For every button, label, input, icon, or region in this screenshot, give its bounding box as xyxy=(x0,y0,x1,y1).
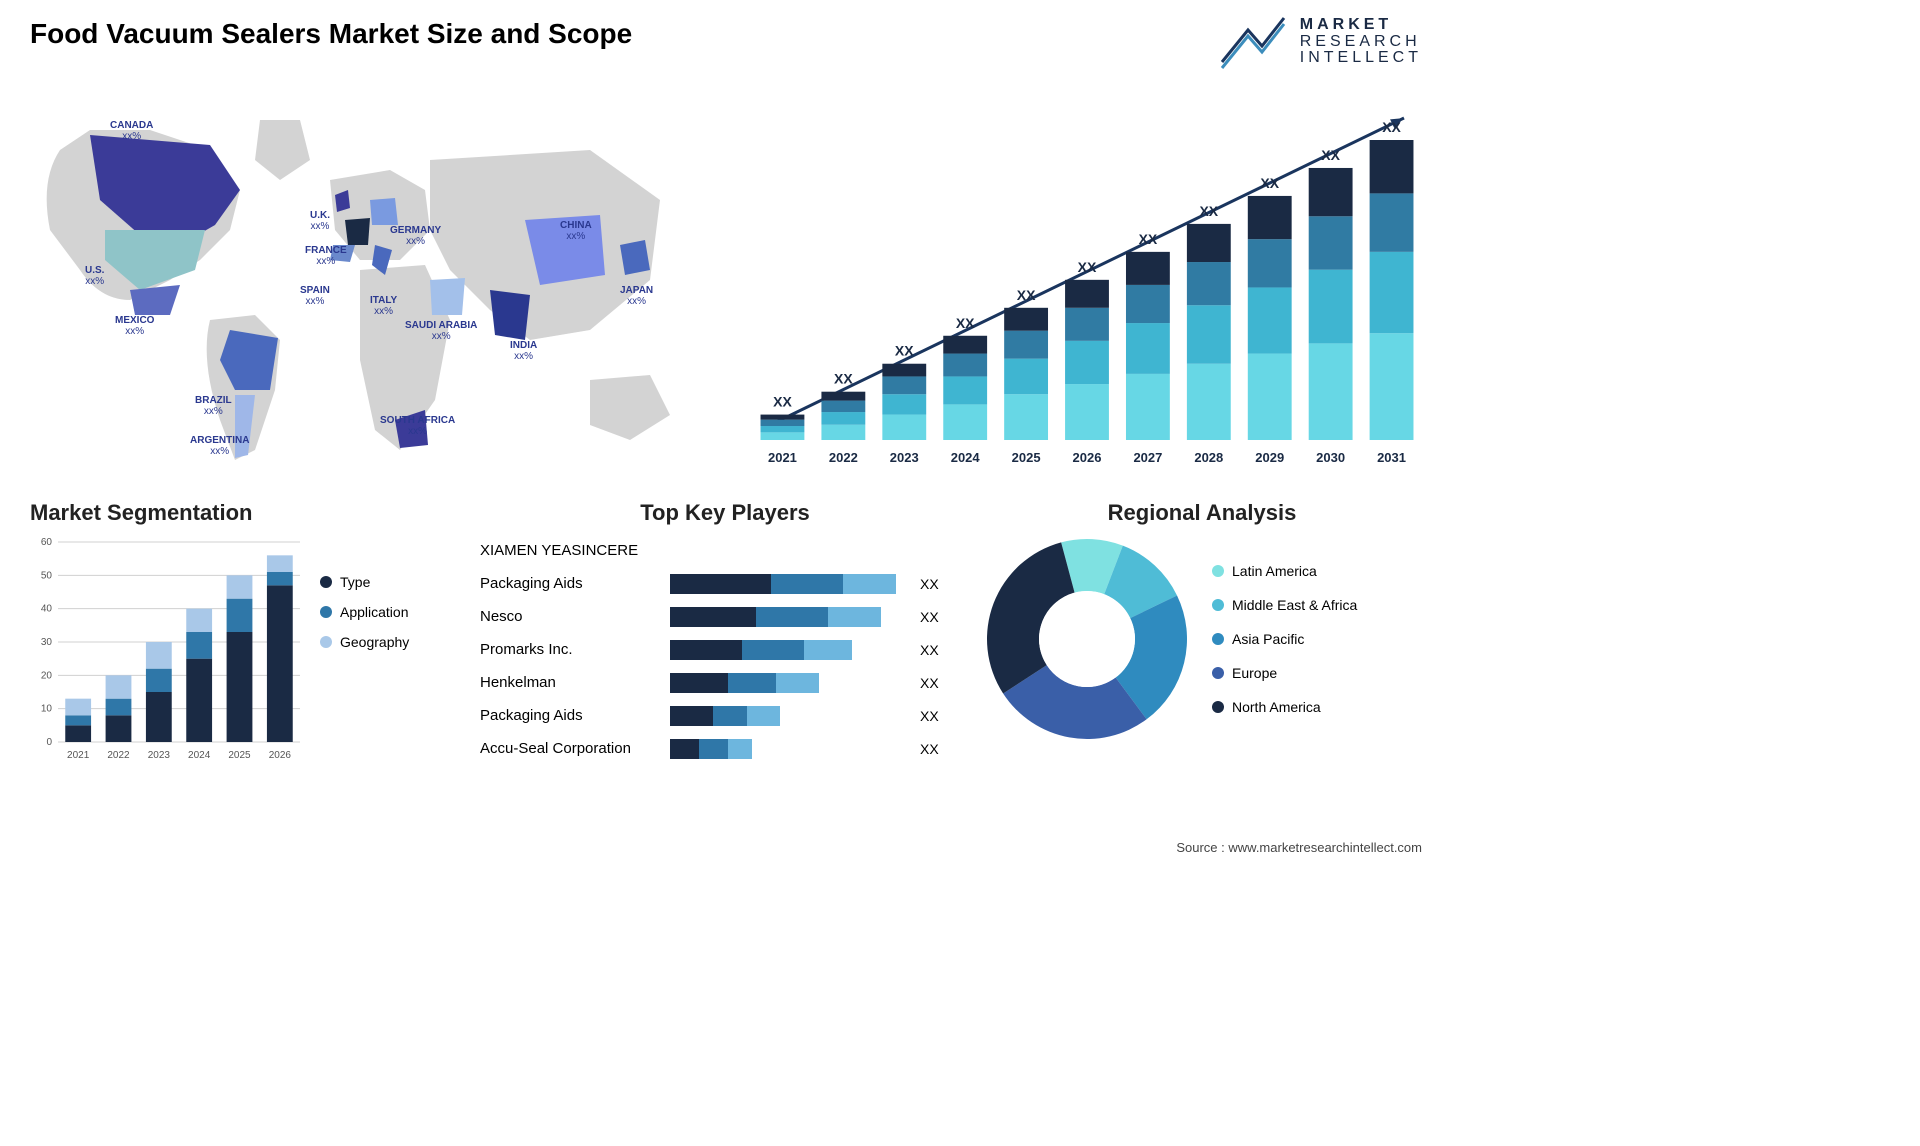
svg-text:XX: XX xyxy=(1139,231,1158,247)
player-row-3: HenkelmanXX xyxy=(480,666,970,699)
logo-line-3: INTELLECT xyxy=(1300,50,1422,67)
player-row-4: Packaging AidsXX xyxy=(480,699,970,732)
region-legend-latin-america: Latin America xyxy=(1212,563,1357,579)
svg-text:2025: 2025 xyxy=(1012,450,1041,465)
map-label-canada: CANADAxx% xyxy=(110,120,153,142)
region-legend-north-america: North America xyxy=(1212,699,1357,715)
svg-text:XX: XX xyxy=(1078,259,1097,275)
map-label-china: CHINAxx% xyxy=(560,220,592,242)
map-label-u-s-: U.S.xx% xyxy=(85,265,104,287)
svg-text:2029: 2029 xyxy=(1255,450,1284,465)
svg-text:60: 60 xyxy=(41,537,53,548)
page-title: Food Vacuum Sealers Market Size and Scop… xyxy=(30,18,632,50)
svg-text:50: 50 xyxy=(41,570,53,581)
segmentation-block: Market Segmentation 0 10 20 30 40 50 60 2021 202… xyxy=(30,500,450,794)
player-row-2: Promarks Inc.XX xyxy=(480,633,970,666)
svg-text:2022: 2022 xyxy=(107,750,130,761)
player-row-0: Packaging AidsXX xyxy=(480,567,970,600)
svg-text:XX: XX xyxy=(956,315,975,331)
source-attribution: Source : www.marketresearchintellect.com xyxy=(1176,840,1422,855)
svg-text:XX: XX xyxy=(1321,147,1340,163)
svg-text:2031: 2031 xyxy=(1377,450,1406,465)
region-legend-asia-pacific: Asia Pacific xyxy=(1212,631,1357,647)
map-label-germany: GERMANYxx% xyxy=(390,225,441,247)
seg-legend-application: Application xyxy=(320,604,409,620)
map-label-italy: ITALYxx% xyxy=(370,295,397,317)
svg-text:30: 30 xyxy=(41,637,53,648)
svg-text:2028: 2028 xyxy=(1194,450,1223,465)
regional-title: Regional Analysis xyxy=(982,500,1422,526)
map-label-japan: JAPANxx% xyxy=(620,285,653,307)
svg-text:XX: XX xyxy=(773,394,792,410)
map-label-south-africa: SOUTH AFRICAxx% xyxy=(380,415,455,437)
map-label-india: INDIAxx% xyxy=(510,340,537,362)
brand-logo: MARKET RESEARCH INTELLECT xyxy=(1218,12,1422,72)
region-legend-middle-east-africa: Middle East & Africa xyxy=(1212,597,1357,613)
svg-text:XX: XX xyxy=(1017,287,1036,303)
segmentation-legend: Type Application Geography xyxy=(320,574,409,650)
map-label-argentina: ARGENTINAxx% xyxy=(190,435,249,457)
regional-legend: Latin America Middle East & Africa Asia Pa… xyxy=(1212,563,1357,715)
player-row-1: NescoXX xyxy=(480,600,970,633)
seg-legend-geography: Geography xyxy=(320,634,409,650)
svg-text:2021: 2021 xyxy=(768,450,797,465)
map-label-france: FRANCExx% xyxy=(305,245,347,267)
svg-text:XX: XX xyxy=(834,371,853,387)
player-row-5: Accu-Seal CorporationXX xyxy=(480,732,970,765)
map-label-mexico: MEXICOxx% xyxy=(115,315,154,337)
svg-text:2026: 2026 xyxy=(269,750,292,761)
svg-text:2023: 2023 xyxy=(890,450,919,465)
svg-text:40: 40 xyxy=(41,604,53,615)
svg-text:2022: 2022 xyxy=(829,450,858,465)
logo-text: MARKET RESEARCH INTELLECT xyxy=(1300,17,1422,67)
segmentation-title: Market Segmentation xyxy=(30,500,450,526)
svg-text:2024: 2024 xyxy=(951,450,981,465)
svg-text:10: 10 xyxy=(41,704,53,715)
svg-text:2026: 2026 xyxy=(1073,450,1102,465)
key-players-title: Top Key Players xyxy=(480,500,970,526)
svg-text:XX: XX xyxy=(1199,203,1218,219)
map-label-u-k-: U.K.xx% xyxy=(310,210,330,232)
world-map-svg xyxy=(30,90,710,470)
key-players-block: Top Key Players XIAMEN YEASINCEREPackagi… xyxy=(480,500,970,765)
seg-legend-type: Type xyxy=(320,574,409,590)
logo-bars-icon xyxy=(1218,12,1288,72)
regional-analysis-block: Regional Analysis Latin America Middle Ea… xyxy=(982,500,1422,744)
players-header: XIAMEN YEASINCERE xyxy=(480,534,970,567)
regional-donut-chart xyxy=(982,534,1192,744)
svg-text:0: 0 xyxy=(46,737,52,748)
svg-text:2025: 2025 xyxy=(228,750,251,761)
svg-text:20: 20 xyxy=(41,670,53,681)
map-label-saudi-arabia: SAUDI ARABIAxx% xyxy=(405,320,477,342)
map-label-spain: SPAINxx% xyxy=(300,285,330,307)
svg-text:2027: 2027 xyxy=(1133,450,1162,465)
map-label-brazil: BRAZILxx% xyxy=(195,395,232,417)
logo-line-2: RESEARCH xyxy=(1300,34,1422,51)
svg-text:2023: 2023 xyxy=(148,750,171,761)
market-size-bar-chart: XX 2021 XX 2022 XX 2023 XX 2024 XX 2025 XX 2026 XX 20… xyxy=(742,100,1422,470)
svg-text:2021: 2021 xyxy=(67,750,90,761)
svg-text:2024: 2024 xyxy=(188,750,211,761)
svg-text:XX: XX xyxy=(1260,175,1279,191)
svg-text:XX: XX xyxy=(1382,119,1401,135)
world-map: CANADAxx% U.S.xx% MEXICOxx% BRAZILxx% ARGENT… xyxy=(30,90,710,470)
svg-text:XX: XX xyxy=(895,343,914,359)
region-legend-europe: Europe xyxy=(1212,665,1357,681)
svg-text:2030: 2030 xyxy=(1316,450,1345,465)
logo-line-1: MARKET xyxy=(1300,17,1422,34)
segmentation-bar-chart: 0 10 20 30 40 50 60 2021 2022 2023 2024 2025 2026 xyxy=(30,534,300,764)
